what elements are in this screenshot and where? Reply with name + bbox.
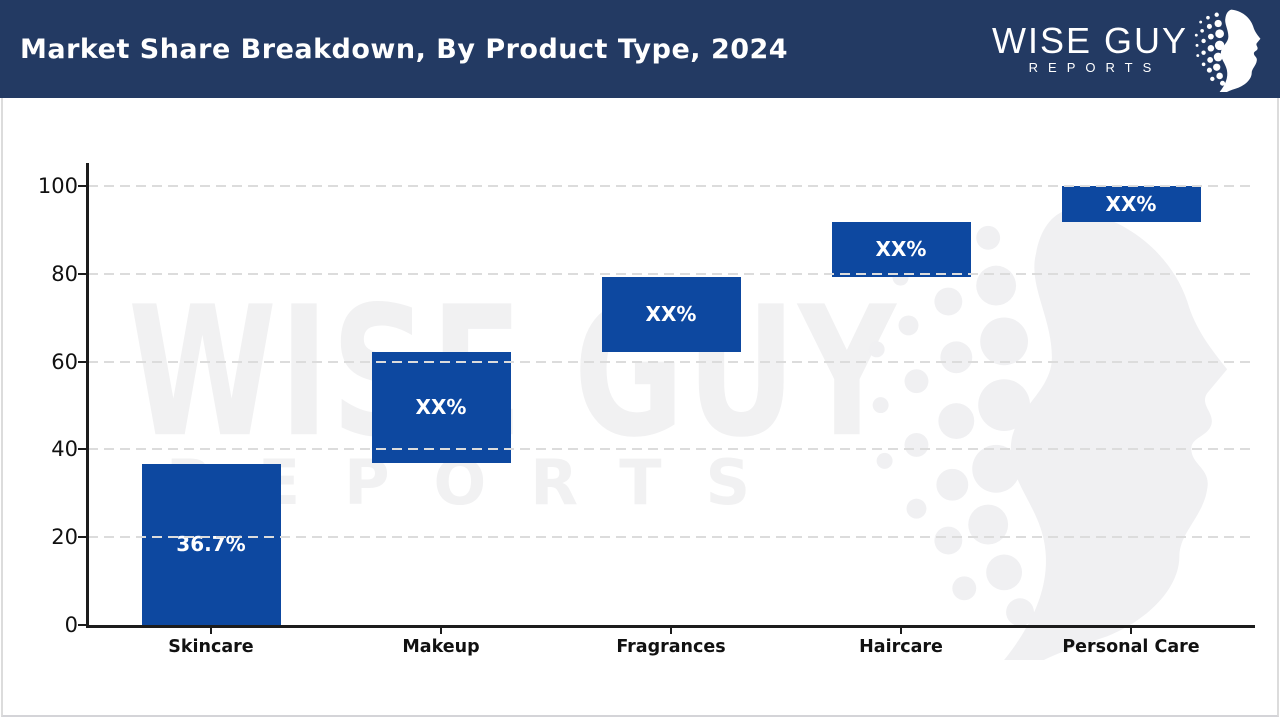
x-tick xyxy=(900,625,902,634)
gridline xyxy=(88,536,1255,539)
logo-head-icon xyxy=(1182,6,1266,92)
bar: XX% xyxy=(831,221,971,277)
logo-wordmark: WISE GUY xyxy=(991,20,1188,61)
chart-area: WISE GUY REPORTS 0 20 40 60 80 100 36.7% Skinca… xyxy=(0,98,1280,720)
gridline xyxy=(88,185,1255,187)
bar: 36.7% xyxy=(141,463,281,625)
bar-value-label: XX% xyxy=(415,395,467,420)
y-tick-label: 20 xyxy=(51,525,78,550)
x-tick xyxy=(670,625,672,634)
x-category-label: Makeup xyxy=(402,637,480,657)
bar-value-label: XX% xyxy=(875,237,927,262)
y-tick-label: 60 xyxy=(51,349,78,374)
bar: XX% xyxy=(1061,186,1201,222)
gridline xyxy=(88,448,1255,451)
page-title: Market Share Breakdown, By Product Type,… xyxy=(20,33,789,65)
x-tick xyxy=(210,625,212,634)
y-tick-label: 40 xyxy=(51,437,78,462)
y-axis xyxy=(86,163,89,628)
y-tick xyxy=(78,536,86,539)
watermark-wordmark: WISE GUY xyxy=(128,268,898,477)
y-tick-label: 100 xyxy=(37,174,78,198)
gridline xyxy=(88,272,1255,275)
y-tick xyxy=(78,272,86,275)
x-category-label: Haircare xyxy=(859,637,943,657)
bar: XX% xyxy=(371,351,511,463)
gridline xyxy=(88,360,1255,363)
bar-value-label: XX% xyxy=(1105,191,1157,216)
y-tick xyxy=(78,624,86,626)
logo-text-block: WISE GUY REPORTS xyxy=(992,22,1188,76)
header-bar: Market Share Breakdown, By Product Type,… xyxy=(0,0,1280,98)
x-category-label: Skincare xyxy=(168,637,254,657)
y-tick-label: 80 xyxy=(51,261,78,286)
x-category-label: Personal Care xyxy=(1062,637,1200,657)
y-tick xyxy=(78,360,86,363)
y-tick xyxy=(78,448,86,451)
logo-reports-text: REPORTS xyxy=(1028,60,1162,75)
y-tick xyxy=(78,185,86,187)
x-category-label: Fragrances xyxy=(616,637,726,657)
x-tick xyxy=(440,625,442,634)
bar: XX% xyxy=(601,276,741,352)
bar-value-label: XX% xyxy=(645,302,697,327)
brand-logo: WISE GUY REPORTS xyxy=(992,6,1266,92)
y-tick-label: 0 xyxy=(64,613,78,637)
x-tick xyxy=(1130,625,1132,634)
